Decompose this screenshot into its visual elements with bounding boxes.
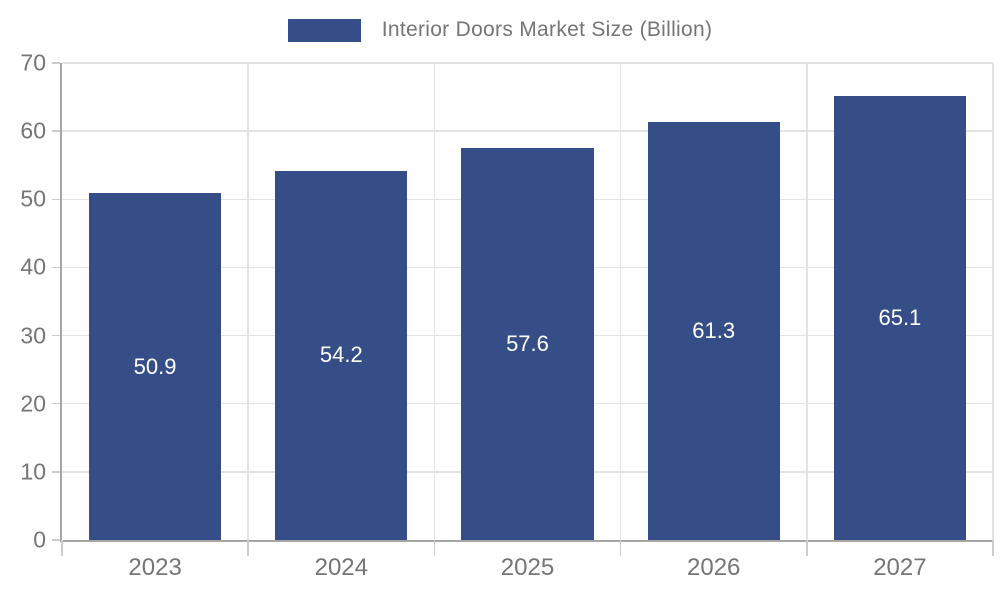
bar: 61.3	[647, 122, 780, 540]
y-tick	[52, 402, 60, 405]
bar: 65.1	[833, 96, 966, 540]
y-tick-label: 10	[20, 458, 46, 485]
y-tick	[52, 334, 60, 337]
y-tick	[52, 62, 60, 64]
gridline-y	[62, 130, 993, 132]
y-tick	[52, 266, 60, 269]
y-tick	[52, 471, 60, 473]
plot-area: 50.9 54.2 57.6 61.3 65.1	[52, 62, 994, 556]
x-tick	[992, 540, 994, 556]
gridline-x	[992, 63, 994, 540]
x-tick-label: 2023	[128, 554, 182, 581]
x-axis-labels: 2023 2024 2025 2026 2027	[62, 556, 993, 586]
x-tick-label: 2027	[873, 554, 927, 581]
y-tick	[52, 198, 60, 201]
y-tick-label: 60	[20, 117, 46, 144]
x-tick-label: 2025	[500, 554, 555, 581]
gridline-x	[247, 63, 249, 540]
y-tick-label: 40	[20, 253, 46, 280]
y-tick	[52, 539, 60, 541]
x-tick-label: 2024	[314, 554, 368, 581]
bar: 50.9	[88, 193, 222, 540]
y-tick-label: 50	[20, 185, 46, 212]
x-tick	[61, 540, 63, 556]
y-tick-label: 70	[20, 49, 46, 76]
legend-label: Interior Doors Market Size (Billion)	[381, 18, 713, 41]
bar-value-label: 50.9	[133, 353, 177, 379]
bar: 57.6	[461, 147, 594, 540]
y-tick-label: 30	[20, 322, 46, 349]
x-tick	[247, 540, 249, 556]
x-tick	[619, 540, 622, 556]
gridline-x	[619, 63, 622, 540]
bar-value-label: 61.3	[692, 318, 736, 344]
legend: Interior Doors Market Size (Billion)	[0, 18, 1000, 42]
gridline-x	[806, 63, 808, 540]
x-tick	[433, 540, 436, 556]
bar: 54.2	[275, 170, 408, 540]
gridline-y	[62, 62, 993, 64]
bar-value-label: 65.1	[878, 305, 922, 331]
y-tick-label: 20	[20, 390, 46, 417]
legend-swatch	[287, 18, 361, 42]
bar-value-label: 54.2	[319, 342, 363, 368]
y-tick-label: 0	[33, 526, 46, 553]
x-tick	[806, 540, 808, 556]
x-tick-label: 2026	[686, 554, 741, 581]
bar-value-label: 57.6	[506, 330, 549, 356]
y-axis-labels: 0 10 20 30 40 50 60 70	[0, 51, 46, 551]
gridline-x	[433, 63, 436, 540]
y-tick	[52, 130, 60, 132]
